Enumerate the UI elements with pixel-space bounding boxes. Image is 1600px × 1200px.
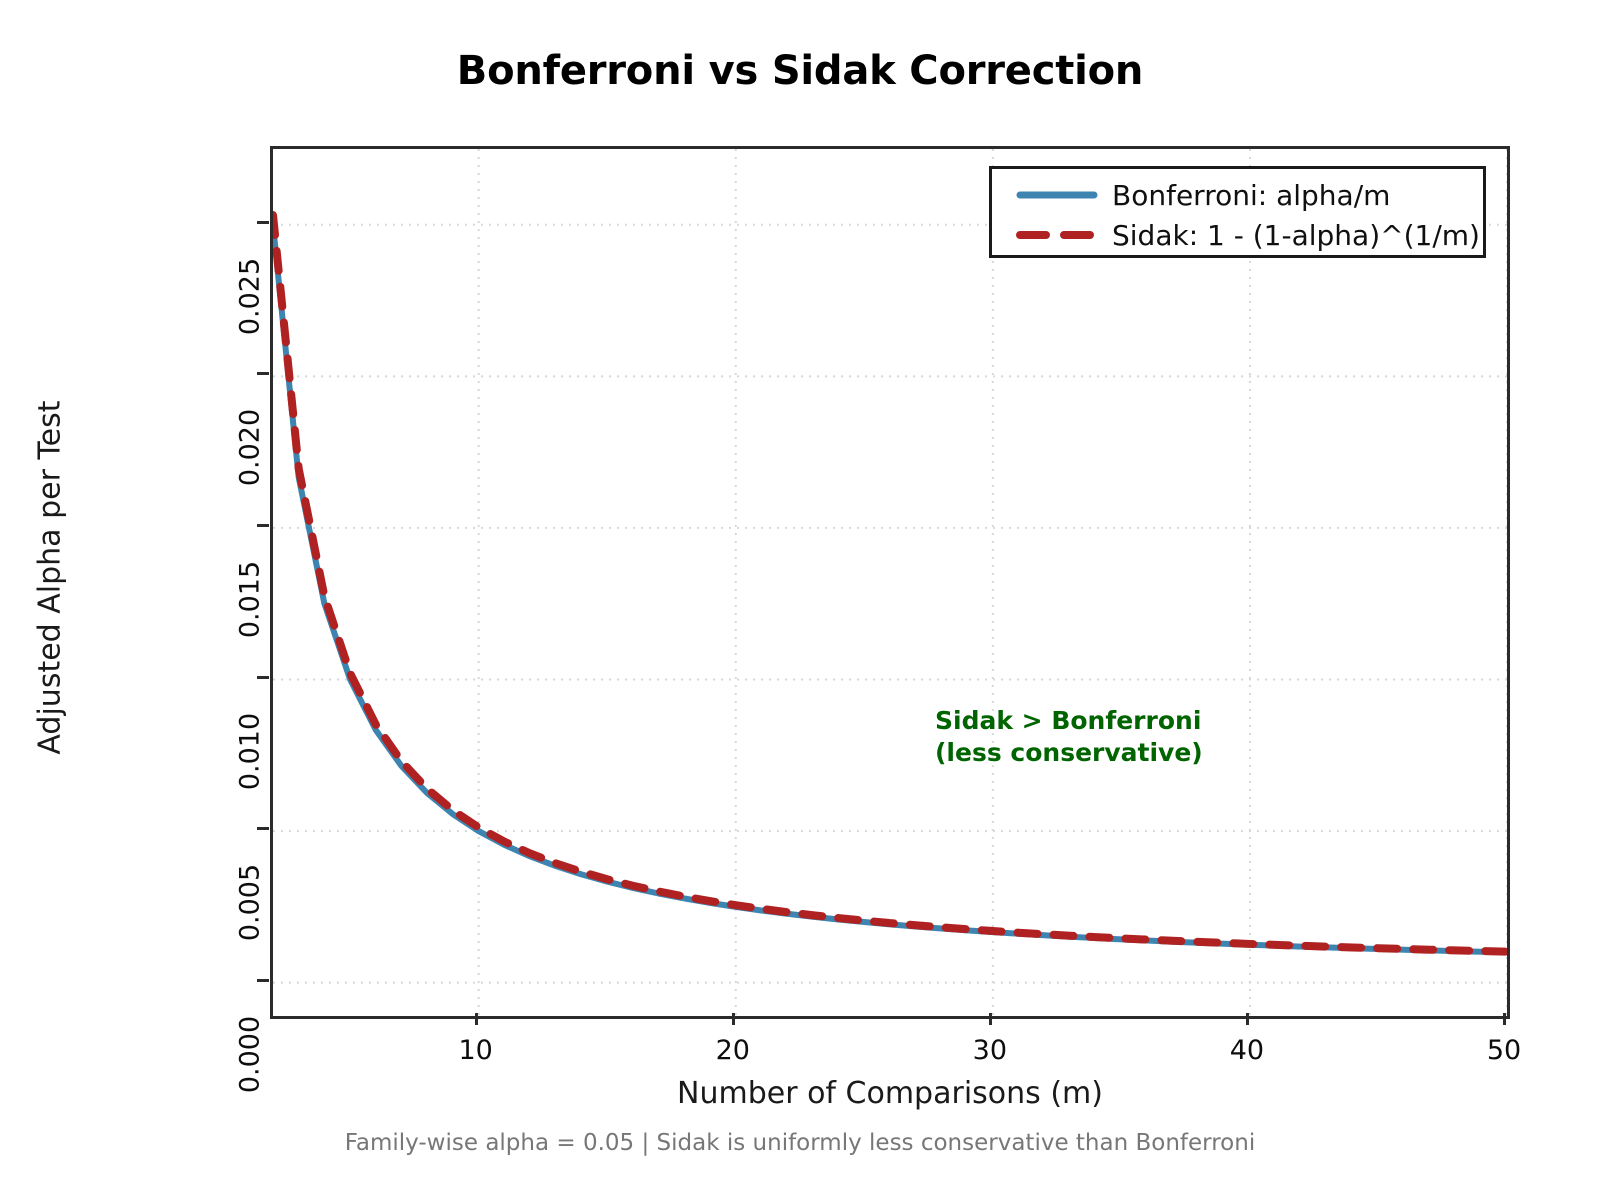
- x-tick-mark: [988, 1013, 992, 1025]
- legend-label-sidak: Sidak: 1 - (1-alpha)^(1/m): [1112, 218, 1480, 252]
- x-tick-label: 20: [715, 1035, 750, 1066]
- series-line-sidak: [273, 211, 1507, 956]
- y-gridlines: [273, 223, 1507, 984]
- y-tick-mark: [257, 220, 269, 224]
- legend-line-swatch-dashed: [1016, 231, 1098, 239]
- legend-item-sidak: Sidak: 1 - (1-alpha)^(1/m): [992, 215, 1480, 255]
- legend-item-bonferroni: Bonferroni: alpha/m: [992, 175, 1390, 215]
- x-tick-label: 40: [1229, 1035, 1265, 1066]
- legend-label-bonferroni: Bonferroni: alpha/m: [1112, 178, 1391, 212]
- chart-annotation: Sidak > Bonferroni (less conservative): [935, 705, 1203, 769]
- plot-canvas: [273, 149, 1507, 1016]
- x-tick-mark: [731, 1013, 735, 1025]
- x-tick-label: 30: [972, 1035, 1008, 1066]
- x-tick-label: 10: [458, 1035, 493, 1066]
- x-tick-mark: [1245, 1013, 1249, 1025]
- x-gridlines: [477, 149, 1507, 1016]
- plot-area: [270, 146, 1510, 1019]
- x-tick-mark: [1503, 1013, 1506, 1025]
- y-tick-mark: [257, 978, 269, 982]
- x-tick-mark: [474, 1013, 478, 1025]
- chart-title: Bonferroni vs Sidak Correction: [456, 48, 1144, 94]
- x-axis-label: Number of Comparisons (m): [677, 1076, 1103, 1111]
- chart-footer-note: Family-wise alpha = 0.05 | Sidak is unif…: [344, 1130, 1256, 1156]
- y-tick-label: 0.005: [234, 863, 266, 942]
- y-tick-mark: [257, 675, 269, 679]
- legend-line-swatch-solid: [1016, 191, 1098, 199]
- data-series-group: [273, 211, 1507, 956]
- y-tick-mark: [257, 372, 269, 376]
- x-tick-label: 50: [1486, 1035, 1522, 1066]
- y-tick-mark: [257, 523, 269, 527]
- y-tick-label: 0.000: [234, 1015, 266, 1093]
- y-tick-label: 0.010: [234, 712, 266, 790]
- y-tick-label: 0.020: [234, 409, 266, 487]
- chart-legend: Bonferroni: alpha/m Sidak: 1 - (1-alpha)…: [989, 166, 1486, 258]
- series-line-bonferroni: [273, 221, 1507, 956]
- y-tick-mark: [257, 827, 269, 831]
- y-axis-label: Adjusted Alpha per Test: [32, 400, 68, 755]
- annotation-line-2: (less conservative): [935, 738, 1203, 767]
- y-tick-label: 0.015: [234, 560, 266, 639]
- y-tick-label: 0.025: [234, 257, 266, 335]
- annotation-line-1: Sidak > Bonferroni: [935, 706, 1202, 735]
